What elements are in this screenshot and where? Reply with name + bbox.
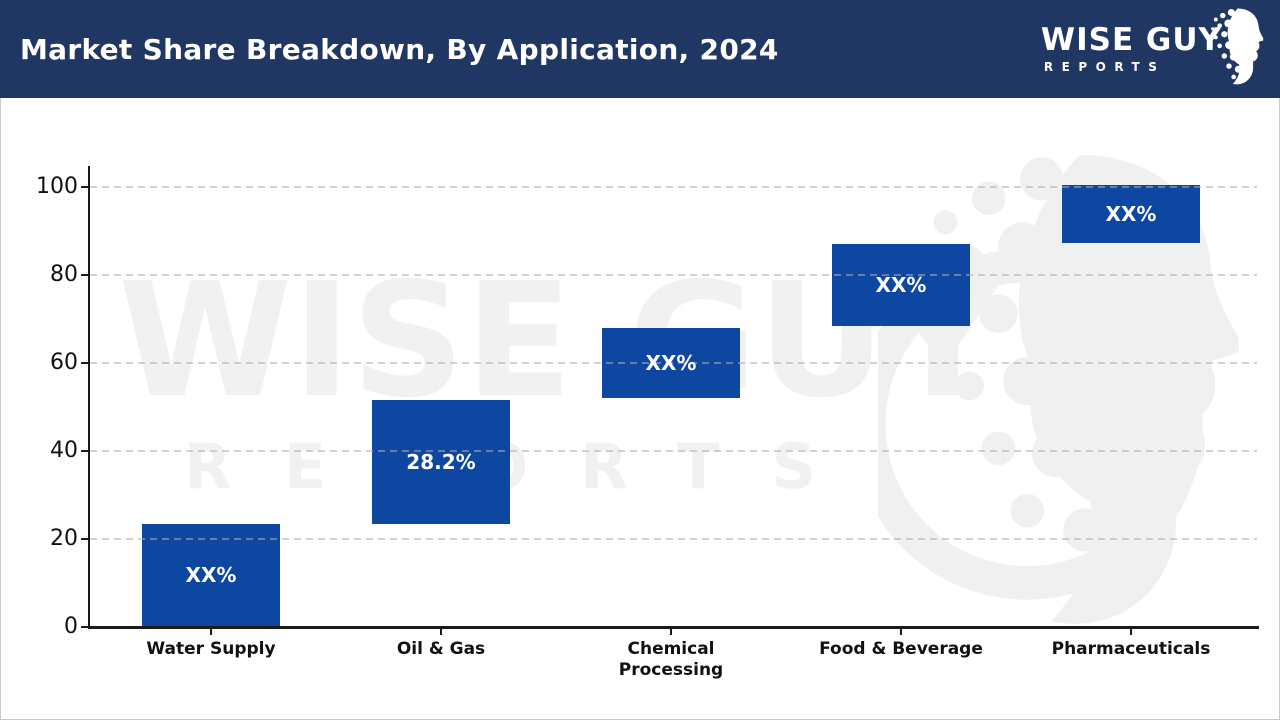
- y-axis-tick: [81, 626, 88, 628]
- y-axis-tick: [81, 274, 88, 276]
- x-category-label: Chemical Processing: [618, 639, 724, 680]
- grid-line: [90, 450, 1257, 452]
- grid-line: [90, 186, 1257, 188]
- y-tick-label: 20: [50, 526, 78, 551]
- bar-value-label: XX%: [645, 351, 697, 375]
- x-category-label: Oil & Gas: [396, 639, 486, 659]
- chart-title: Market Share Breakdown, By Application, …: [20, 32, 779, 66]
- bar-value-label: XX%: [875, 273, 927, 298]
- y-axis-tick: [81, 362, 88, 364]
- x-category-label: Food & Beverage: [819, 639, 983, 659]
- x-category-label: Water Supply: [146, 639, 276, 659]
- y-tick-label: 0: [64, 614, 78, 639]
- x-axis-tick: [1130, 628, 1132, 635]
- x-axis-line: [88, 626, 1259, 629]
- x-axis-tick: [440, 628, 442, 635]
- bar-segment: [142, 523, 280, 627]
- y-axis-tick: [81, 186, 88, 188]
- x-axis-tick: [210, 628, 212, 635]
- y-tick-label: 40: [50, 438, 78, 463]
- bar-segment: [372, 399, 510, 524]
- bar-value-label: XX%: [1105, 201, 1157, 226]
- y-axis-tick: [81, 538, 88, 540]
- y-axis-line: [88, 166, 90, 628]
- y-tick-label: 100: [36, 174, 78, 199]
- brand-logo-text: WISE GUY REPORTS: [1040, 21, 1222, 74]
- header-bar: Market Share Breakdown, By Application, …: [0, 0, 1280, 98]
- brand-subtitle: REPORTS: [1043, 59, 1166, 74]
- grid-line: [90, 538, 1257, 540]
- grid-line: [90, 274, 1257, 276]
- x-category-label: Pharmaceuticals: [1051, 639, 1211, 659]
- x-axis-tick: [670, 628, 672, 635]
- y-axis-tick: [81, 450, 88, 452]
- y-tick-label: 60: [50, 350, 78, 375]
- bar-value-label: 28.2%: [406, 449, 476, 474]
- y-tick-label: 80: [50, 262, 78, 287]
- brand-name: WISE GUY: [1040, 21, 1222, 58]
- brand-logo: WISE GUY REPORTS: [1041, 0, 1264, 98]
- grid-line: [90, 362, 1257, 364]
- bar-value-label: XX%: [185, 563, 237, 588]
- x-axis-tick: [900, 628, 902, 635]
